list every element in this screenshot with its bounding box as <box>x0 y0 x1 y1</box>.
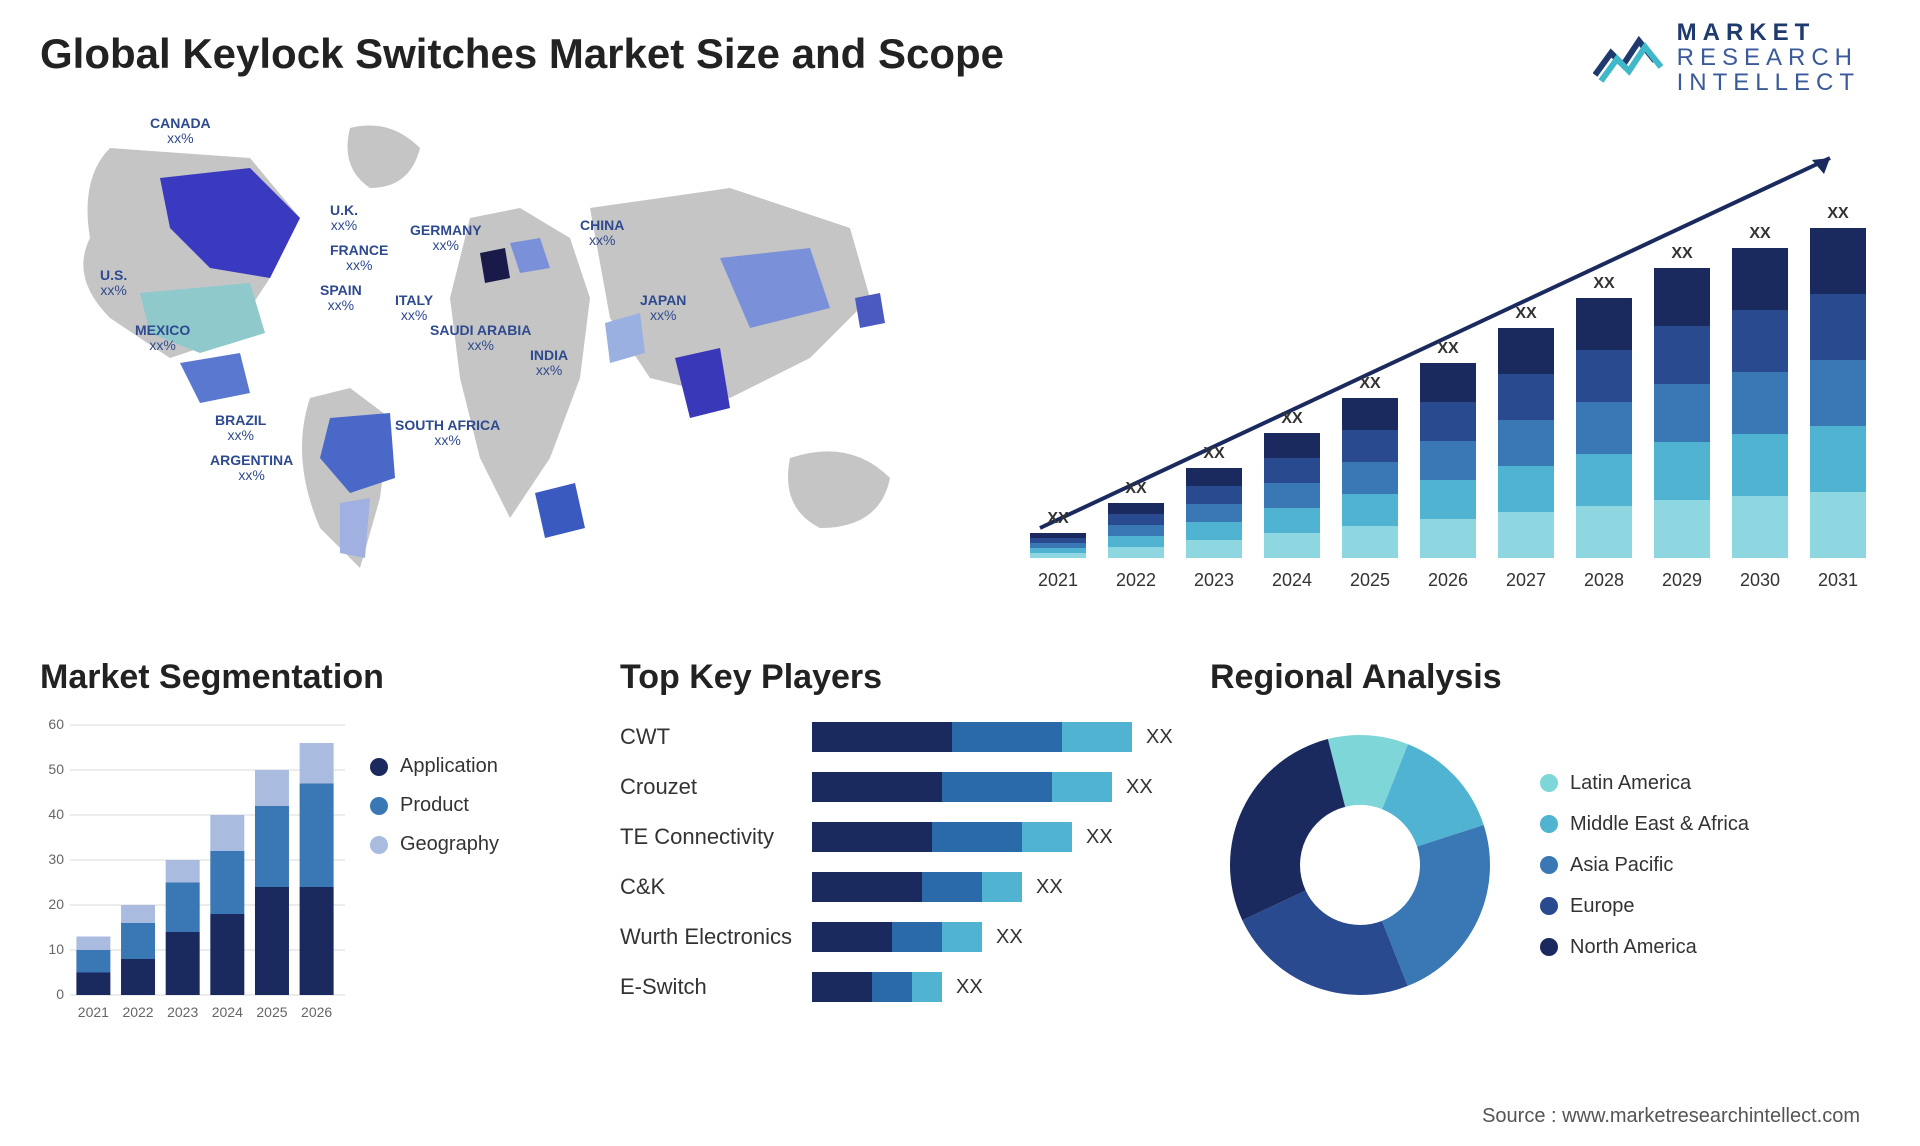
seg-legend-geography: Geography <box>370 833 499 856</box>
segmentation-bar-chart: 0 10 20 30 40 50 60 2021 2022 2023 2024 2025 2026 <box>40 715 350 1025</box>
regional-legend-middle-east---africa: Middle East & Africa <box>1540 813 1749 836</box>
player-bar-row-4: XX <box>812 921 1180 953</box>
segmentation-legend: Application Product Geography <box>370 715 499 1025</box>
svg-text:2021: 2021 <box>1038 570 1078 590</box>
map-label-mexico: MEXICOxx% <box>135 323 190 354</box>
player-bar-row-2: XX <box>812 821 1180 853</box>
player-name-1: Crouzet <box>620 771 792 803</box>
svg-text:30: 30 <box>48 851 64 867</box>
svg-text:0: 0 <box>56 986 64 1002</box>
regional-panel: Regional Analysis Latin America Middle Ea… <box>1210 658 1880 1078</box>
player-bars-list: XX XX XX XX XX XX <box>812 715 1180 1003</box>
player-bar-row-1: XX <box>812 771 1180 803</box>
svg-text:2023: 2023 <box>1194 570 1234 590</box>
player-name-4: Wurth Electronics <box>620 921 792 953</box>
svg-text:XX: XX <box>1437 340 1459 357</box>
svg-text:XX: XX <box>1359 375 1381 392</box>
player-name-3: C&K <box>620 871 792 903</box>
map-label-southafrica: SOUTH AFRICAxx% <box>395 418 500 449</box>
logo-mark-icon <box>1593 31 1663 85</box>
logo-line3: INTELLECT <box>1677 70 1860 95</box>
map-label-saudiarabia: SAUDI ARABIAxx% <box>430 323 531 354</box>
svg-text:2024: 2024 <box>1272 570 1312 590</box>
key-players-title: Top Key Players <box>620 658 1180 697</box>
map-label-germany: GERMANYxx% <box>410 223 482 254</box>
map-label-spain: SPAINxx% <box>320 283 362 314</box>
svg-text:10: 10 <box>48 941 64 957</box>
growth-bar-chart: XX 2021 XX 2022 XX 2023 XX 2024 XX 2025 XX 2026 XX 20… <box>1000 98 1880 618</box>
svg-text:XX: XX <box>1593 275 1615 292</box>
svg-text:XX: XX <box>1671 245 1693 262</box>
map-label-argentina: ARGENTINAxx% <box>210 453 293 484</box>
svg-text:2029: 2029 <box>1662 570 1702 590</box>
map-label-uk: U.K.xx% <box>330 203 358 234</box>
svg-text:2025: 2025 <box>256 1004 287 1020</box>
svg-text:40: 40 <box>48 806 64 822</box>
growth-chart-panel: XX 2021 XX 2022 XX 2023 XX 2024 XX 2025 XX 2026 XX 20… <box>1000 98 1880 618</box>
svg-text:XX: XX <box>1515 305 1537 322</box>
key-players-panel: Top Key Players CWT Crouzet TE Connectivit… <box>620 658 1180 1078</box>
svg-text:XX: XX <box>1827 205 1849 222</box>
seg-legend-product: Product <box>370 794 499 817</box>
map-label-france: FRANCExx% <box>330 243 388 274</box>
svg-text:2026: 2026 <box>1428 570 1468 590</box>
svg-text:XX: XX <box>1125 480 1147 497</box>
logo-line2: RESEARCH <box>1677 45 1860 70</box>
svg-text:2022: 2022 <box>1116 570 1156 590</box>
regional-donut-chart <box>1210 715 1510 1015</box>
map-label-italy: ITALYxx% <box>395 293 433 324</box>
player-name-5: E-Switch <box>620 971 792 1003</box>
svg-text:50: 50 <box>48 761 64 777</box>
svg-text:XX: XX <box>1281 410 1303 427</box>
map-label-brazil: BRAZILxx% <box>215 413 266 444</box>
map-label-japan: JAPANxx% <box>640 293 686 324</box>
seg-legend-application: Application <box>370 755 499 778</box>
svg-text:2021: 2021 <box>78 1004 109 1020</box>
map-label-us: U.S.xx% <box>100 268 127 299</box>
svg-text:20: 20 <box>48 896 64 912</box>
regional-legend-asia-pacific: Asia Pacific <box>1540 854 1749 877</box>
player-bar-row-3: XX <box>812 871 1180 903</box>
regional-title: Regional Analysis <box>1210 658 1880 697</box>
world-map-icon <box>40 98 960 618</box>
svg-text:2027: 2027 <box>1506 570 1546 590</box>
logo-line1: MARKET <box>1677 20 1860 45</box>
svg-text:2025: 2025 <box>1350 570 1390 590</box>
regional-legend-europe: Europe <box>1540 895 1749 918</box>
brand-logo: MARKET RESEARCH INTELLECT <box>1593 20 1860 96</box>
world-map-panel: CANADAxx% U.S.xx% MEXICOxx% BRAZILxx% ARGENT… <box>40 98 960 618</box>
segmentation-title: Market Segmentation <box>40 658 590 697</box>
segmentation-panel: Market Segmentation 0 10 20 30 40 50 60 2021 202… <box>40 658 590 1078</box>
svg-text:2022: 2022 <box>122 1004 153 1020</box>
svg-text:60: 60 <box>48 716 64 732</box>
map-label-china: CHINAxx% <box>580 218 624 249</box>
svg-text:2030: 2030 <box>1740 570 1780 590</box>
player-name-0: CWT <box>620 721 792 753</box>
source-footer: Source : www.marketresearchintellect.com <box>1482 1105 1860 1128</box>
svg-text:XX: XX <box>1047 510 1069 527</box>
svg-text:2028: 2028 <box>1584 570 1624 590</box>
regional-legend-north-america: North America <box>1540 936 1749 959</box>
player-bar-row-0: XX <box>812 721 1180 753</box>
svg-text:XX: XX <box>1749 225 1771 242</box>
player-name-2: TE Connectivity <box>620 821 792 853</box>
map-label-canada: CANADAxx% <box>150 116 211 147</box>
svg-text:2023: 2023 <box>167 1004 198 1020</box>
svg-text:2031: 2031 <box>1818 570 1858 590</box>
regional-legend-latin-america: Latin America <box>1540 772 1749 795</box>
player-names-list: CWT Crouzet TE Connectivity C&K Wurth Electr… <box>620 715 792 1003</box>
svg-text:2026: 2026 <box>301 1004 332 1020</box>
player-bar-row-5: XX <box>812 971 1180 1003</box>
svg-text:2024: 2024 <box>212 1004 243 1020</box>
map-label-india: INDIAxx% <box>530 348 568 379</box>
svg-text:XX: XX <box>1203 445 1225 462</box>
regional-legend: Latin America Middle East & Africa Asia Pa… <box>1540 772 1749 959</box>
